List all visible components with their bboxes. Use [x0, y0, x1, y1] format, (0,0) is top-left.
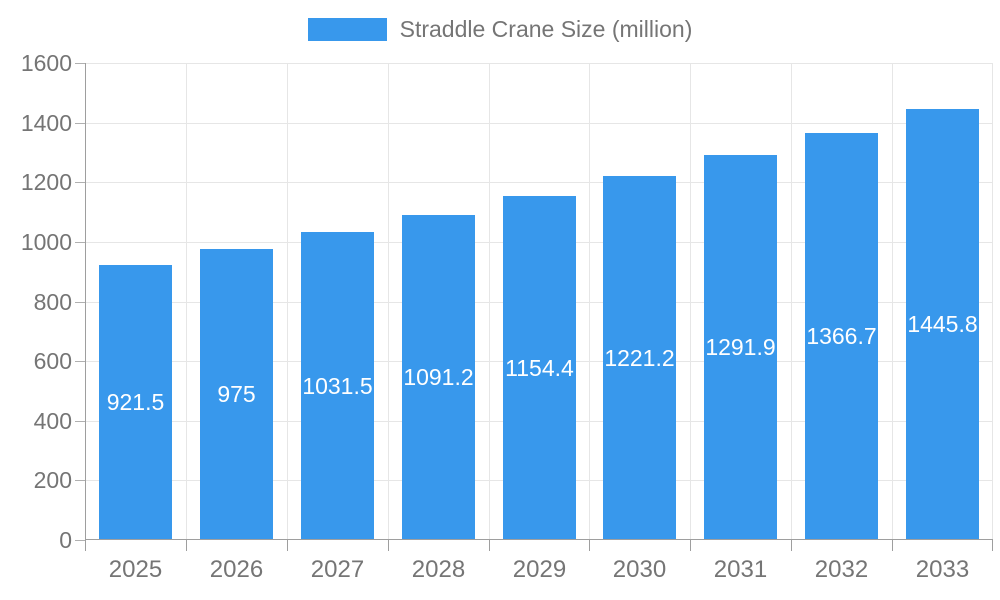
y-tick-mark [75, 242, 85, 243]
y-tick-mark [75, 540, 85, 541]
x-axis-line [85, 539, 993, 540]
x-tick-mark [791, 540, 792, 551]
x-tick-mark [690, 540, 691, 551]
gridline-vertical [186, 63, 187, 540]
y-tick-label-400: 400 [33, 408, 72, 434]
gridline-horizontal [85, 182, 993, 183]
gridline-vertical [791, 63, 792, 540]
x-tick-label-2029: 2029 [512, 556, 567, 583]
y-tick-mark [75, 480, 85, 481]
y-tick-mark [75, 302, 85, 303]
bar-value-label: 921.5 [106, 389, 165, 415]
x-tick-label-2030: 2030 [612, 556, 667, 583]
bar-2028[interactable]: 1091.2 [402, 215, 475, 540]
y-tick-mark [75, 182, 85, 183]
gridline-vertical [992, 63, 993, 540]
y-tick-label-200: 200 [33, 467, 72, 493]
gridline-vertical [589, 63, 590, 540]
x-tick-mark [892, 540, 893, 551]
x-tick-label-2025: 2025 [108, 556, 163, 583]
bar-value-label: 1291.9 [705, 334, 776, 360]
bar-2027[interactable]: 1031.5 [301, 232, 374, 540]
x-axis: 2025 2026 2027 2028 2029 2030 2031 2032 2033 [85, 556, 993, 588]
bar-value-label: 1445.8 [907, 311, 978, 337]
bar-2025[interactable]: 921.5 [99, 265, 172, 540]
bar-value-label: 1221.2 [604, 344, 675, 371]
x-tick-mark [85, 540, 86, 551]
gridline-vertical [287, 63, 288, 540]
x-tick-label-2032: 2032 [814, 556, 869, 583]
gridline-vertical [388, 63, 389, 540]
bar-value-label: 1091.2 [403, 364, 474, 390]
y-tick-label-1600: 1600 [20, 50, 72, 76]
bar-2030[interactable]: 1221.2 [603, 176, 676, 540]
x-tick-mark [589, 540, 590, 551]
y-axis: 0 200 400 600 800 1000 1200 1400 1600 [0, 50, 72, 553]
x-tick-mark [992, 540, 993, 551]
y-tick-mark [75, 421, 85, 422]
y-tick-mark [75, 123, 85, 124]
bar-2026[interactable]: 975 [200, 249, 273, 540]
x-tick-mark [186, 540, 187, 551]
y-axis-line [85, 63, 86, 540]
x-tick-mark [489, 540, 490, 551]
bar-value-label: 1154.4 [505, 354, 574, 381]
gridline-horizontal [85, 123, 993, 124]
legend-swatch [307, 18, 387, 41]
y-tick-mark [75, 63, 85, 64]
bar-2031[interactable]: 1291.9 [704, 155, 777, 540]
bar-2032[interactable]: 1366.7 [805, 133, 878, 540]
x-tick-label-2031: 2031 [713, 556, 768, 583]
x-tick-mark [287, 540, 288, 551]
gridline-vertical [690, 63, 691, 540]
x-tick-label-2026: 2026 [209, 556, 264, 583]
x-tick-label-2027: 2027 [310, 556, 365, 583]
bar-value-label: 975 [217, 381, 256, 407]
gridline-horizontal [85, 63, 993, 64]
x-tick-mark [388, 540, 389, 551]
bar-2033[interactable]: 1445.8 [906, 109, 979, 540]
bar-2029[interactable]: 1154.4 [503, 196, 576, 540]
y-tick-label-1200: 1200 [20, 169, 72, 195]
legend[interactable]: Straddle Crane Size (million) [0, 17, 1000, 42]
y-tick-label-0: 0 [59, 527, 72, 553]
gridline-vertical [892, 63, 893, 540]
bar-value-label: 1031.5 [302, 372, 373, 399]
y-tick-label-800: 800 [33, 289, 72, 315]
y-tick-label-1000: 1000 [20, 229, 72, 255]
y-tick-label-1400: 1400 [20, 110, 72, 136]
bar-value-label: 1366.7 [806, 323, 877, 349]
y-tick-label-600: 600 [33, 348, 72, 374]
plot-area: 921.5 975 1031.5 1091.2 1154.4 1221.2 1291.9 13… [75, 63, 993, 551]
x-tick-label-2033: 2033 [915, 556, 970, 583]
legend-label: Straddle Crane Size (million) [399, 16, 693, 42]
gridline-vertical [489, 63, 490, 540]
x-tick-label-2028: 2028 [411, 556, 466, 583]
y-tick-mark [75, 361, 85, 362]
